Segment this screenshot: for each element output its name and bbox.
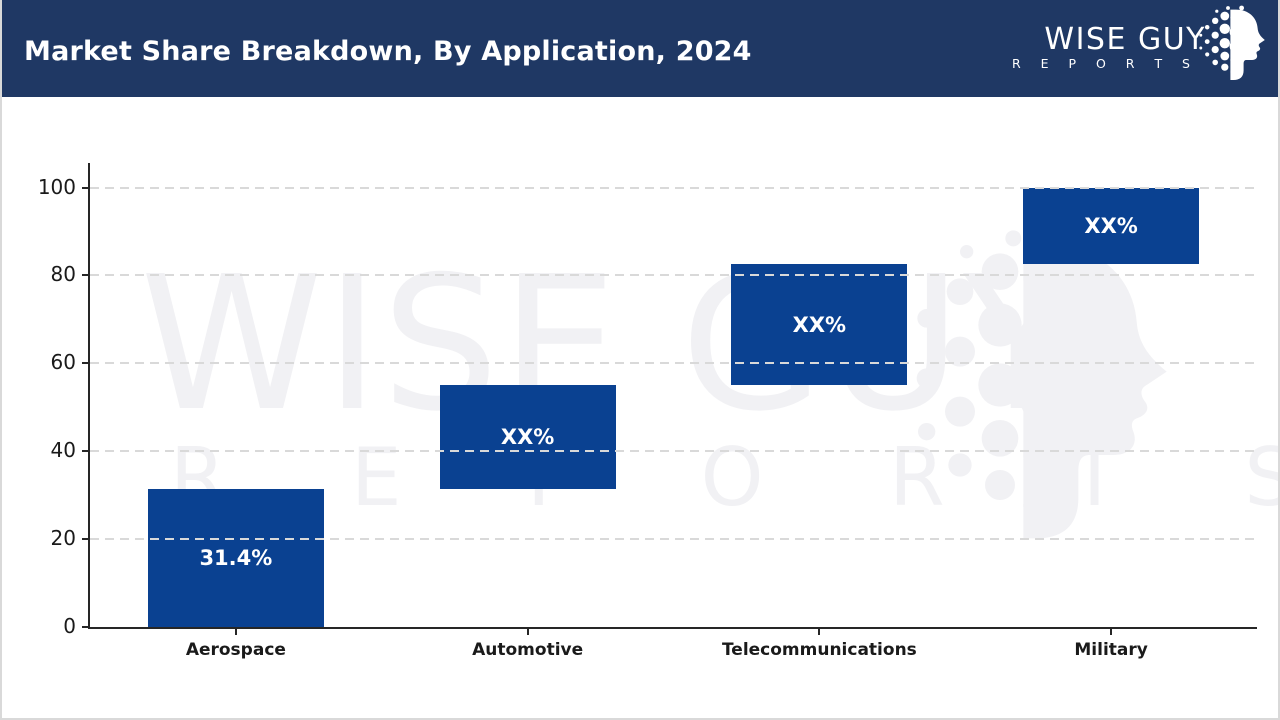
wise-guy-reports-logo: WISE GUY R E P O R T S: [1008, 0, 1268, 97]
y-tick-mark: [82, 450, 90, 453]
x-category-label: Automotive: [472, 640, 584, 660]
header-band: Market Share Breakdown, By Application, …: [2, 0, 1278, 97]
x-tick-mark: [1110, 627, 1113, 635]
y-tick-mark: [82, 362, 90, 365]
y-axis-spine: [88, 163, 90, 629]
y-tick-label: 80: [50, 262, 76, 287]
y-tick-label: 40: [50, 438, 76, 463]
x-tick-mark: [526, 627, 529, 635]
gridline-40: [90, 450, 1257, 453]
bar-automotive: [439, 385, 616, 489]
bar-value-label: 31.4%: [199, 545, 273, 570]
y-tick-mark: [82, 626, 90, 628]
x-axis-spine: [88, 627, 1257, 629]
x-category-label: Aerospace: [185, 640, 286, 660]
bar-aerospace: [147, 488, 324, 627]
y-tick-mark: [82, 186, 90, 189]
bar-value-label: XX%: [1084, 213, 1138, 238]
y-tick-mark: [82, 274, 90, 277]
y-tick-label: 20: [50, 526, 76, 551]
bar-telecommunications: [731, 264, 908, 386]
y-tick-mark: [82, 538, 90, 541]
dotted-head-profile-icon: [1199, 5, 1265, 81]
logo-subtext: R E P O R T S: [1011, 56, 1198, 71]
bar-value-label: XX%: [500, 425, 555, 450]
logo-wordmark: WISE GUY: [1044, 22, 1206, 57]
bar-value-label: XX%: [792, 312, 847, 337]
x-tick-mark: [818, 627, 821, 635]
gridline-60: [90, 362, 1257, 365]
bar-military: [1023, 187, 1200, 265]
y-tick-label: 60: [50, 350, 76, 375]
x-category-label: Telecommunications: [721, 640, 917, 660]
gridline-80: [90, 274, 1257, 277]
watermark-head-icon: [916, 228, 1167, 539]
y-tick-label: 0: [63, 614, 76, 638]
y-tick-label: 100: [37, 174, 76, 199]
gridline-100: [90, 186, 1257, 189]
x-tick-mark: [234, 627, 237, 635]
chart-title: Market Share Breakdown, By Application, …: [24, 36, 752, 67]
x-category-label: Military: [1074, 640, 1148, 660]
gridline-20: [90, 538, 1257, 541]
